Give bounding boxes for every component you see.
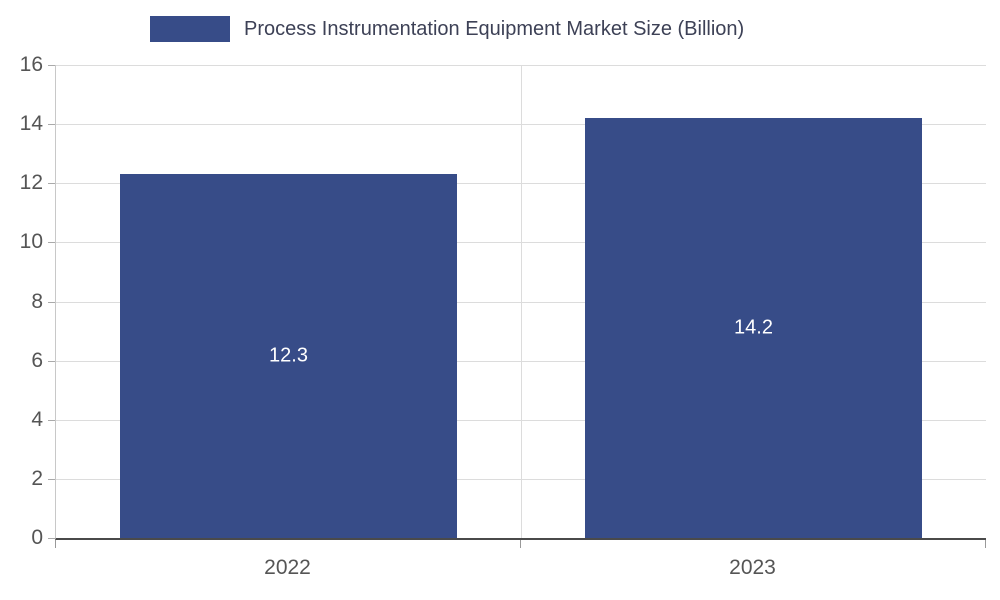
y-axis: 0 2 4 6 8 10 12 14 16 [0,53,55,549]
y-tick-label: 8 [31,289,43,313]
plot-area: 12.3 14.2 [55,65,986,540]
x-tick-mark [55,540,56,548]
y-tick-label: 2 [31,466,43,490]
bar-value-label: 14.2 [734,316,773,339]
x-tick-label: 2022 [264,556,311,579]
y-tick-label: 6 [31,348,43,372]
y-tick-label: 14 [19,112,43,136]
x-axis: 2022 2023 [55,540,986,590]
y-tick-mark [48,419,55,421]
x-tick-mark [985,540,986,548]
x-tick-label: 2023 [729,556,776,579]
legend-swatch [150,16,230,42]
bar-value-label: 12.3 [269,344,308,367]
y-tick-mark [48,538,55,539]
legend-label: Process Instrumentation Equipment Market… [244,17,745,40]
y-tick-mark [48,360,55,362]
y-tick-label: 0 [31,526,43,549]
y-tick-mark [48,124,55,126]
y-tick-mark [48,242,55,244]
bar: 12.3 [119,174,458,538]
legend: Process Instrumentation Equipment Market… [150,16,744,42]
y-tick-mark [48,65,55,66]
y-tick-mark [48,301,55,303]
y-tick-mark [48,183,55,185]
y-tick-label: 12 [19,171,43,195]
category-divider [521,65,522,538]
y-tick-mark [48,478,55,480]
x-tick-mark [520,540,521,548]
y-tick-label: 16 [19,53,43,76]
y-tick-label: 10 [19,230,43,254]
y-tick-label: 4 [31,407,43,431]
bar: 14.2 [584,118,923,538]
